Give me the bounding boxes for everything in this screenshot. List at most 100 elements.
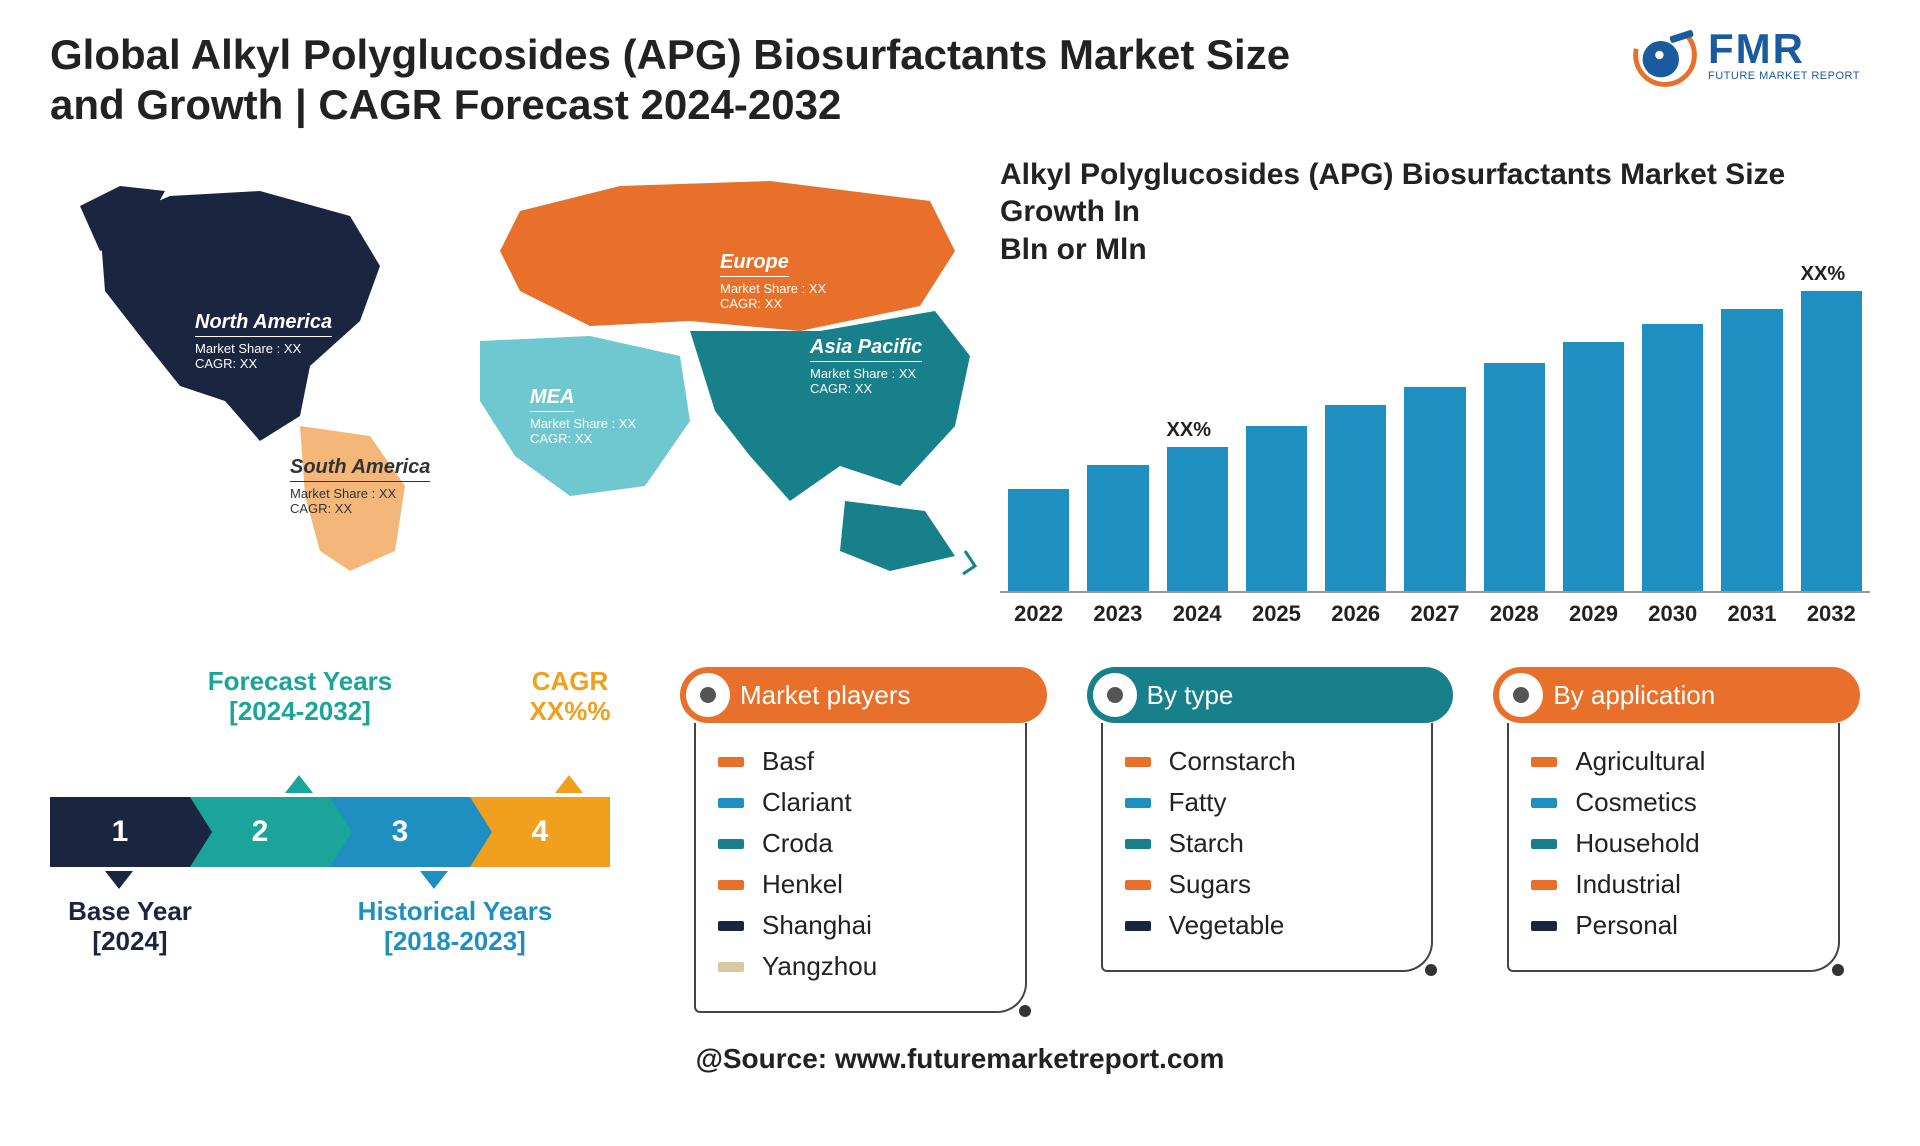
region-label-mea: MEAMarket Share : XXCAGR: XX <box>530 386 636 446</box>
segment-title-pill: Market players <box>680 667 1047 723</box>
segment-by-application: By application Agricultural Cosmetics House… <box>1473 667 1870 1013</box>
bar-2022 <box>1008 489 1069 591</box>
list-item: Croda <box>718 823 1015 864</box>
segment-title-pill: By application <box>1493 667 1860 723</box>
triangle-down-icon <box>420 871 448 889</box>
color-swatch <box>1531 798 1557 808</box>
color-swatch <box>718 921 744 931</box>
bar-2031 <box>1721 309 1782 591</box>
list-item: Personal <box>1531 905 1828 946</box>
color-swatch <box>1125 798 1151 808</box>
list-item-label: Sugars <box>1169 869 1251 900</box>
list-item-label: Starch <box>1169 828 1244 859</box>
color-swatch <box>1531 839 1557 849</box>
list-item: Yangzhou <box>718 946 1015 987</box>
segment-title-pill: By type <box>1087 667 1454 723</box>
color-swatch <box>1125 757 1151 767</box>
segment-title: By application <box>1553 680 1715 711</box>
list-item-label: Croda <box>762 828 833 859</box>
color-swatch <box>718 839 744 849</box>
world-map: North AmericaMarket Share : XXCAGR: XX So… <box>50 156 980 576</box>
segment-title: Market players <box>740 680 911 711</box>
color-swatch <box>1531 757 1557 767</box>
segment-body: Basf Clariant Croda Henkel Shanghai Yangzhou <box>694 723 1027 1013</box>
bar-2025 <box>1246 426 1307 591</box>
list-item: Basf <box>718 741 1015 782</box>
bar-2023 <box>1087 465 1148 591</box>
triangle-down-icon <box>105 871 133 889</box>
list-item: Clariant <box>718 782 1015 823</box>
triangle-up-icon <box>285 775 313 793</box>
list-item-label: Basf <box>762 746 814 777</box>
x-axis-label: 2032 <box>1801 601 1862 627</box>
page-title: Global Alkyl Polyglucosides (APG) Biosur… <box>50 30 1350 131</box>
base-year-label: Base Year [2024] <box>50 897 210 957</box>
list-item: Henkel <box>718 864 1015 905</box>
bar-2024: XX% <box>1167 447 1228 591</box>
list-item: Household <box>1531 823 1828 864</box>
list-item-label: Yangzhou <box>762 951 877 982</box>
x-axis-label: 2024 <box>1167 601 1228 627</box>
region-label-ap: Asia PacificMarket Share : XXCAGR: XX <box>810 336 922 396</box>
list-item: Fatty <box>1125 782 1422 823</box>
timeline-strip: 1 2 3 4 <box>50 797 610 867</box>
color-swatch <box>1531 880 1557 890</box>
bar-annotation: XX% <box>1801 263 1845 286</box>
segment-market-players: Market players Basf Clariant Croda Henkel Sha… <box>660 667 1057 1013</box>
list-item: Cosmetics <box>1531 782 1828 823</box>
list-item-label: Clariant <box>762 787 852 818</box>
list-item-label: Household <box>1575 828 1699 859</box>
list-item: Starch <box>1125 823 1422 864</box>
list-item-label: Personal <box>1575 910 1678 941</box>
list-item-label: Cosmetics <box>1575 787 1696 818</box>
logo: FMR FUTURE MARKET REPORT <box>1630 20 1860 90</box>
list-item-label: Shanghai <box>762 910 872 941</box>
color-swatch <box>1125 880 1151 890</box>
logo-tagline: FUTURE MARKET REPORT <box>1708 70 1860 82</box>
list-item-label: Agricultural <box>1575 746 1705 777</box>
list-item: Agricultural <box>1531 741 1828 782</box>
region-label-sa: South AmericaMarket Share : XXCAGR: XX <box>290 456 430 516</box>
x-axis-label: 2027 <box>1404 601 1465 627</box>
segment-body: Agricultural Cosmetics Household Industrial… <box>1507 723 1840 972</box>
list-item-label: Vegetable <box>1169 910 1285 941</box>
list-item: Industrial <box>1531 864 1828 905</box>
circle-icon <box>1093 673 1137 717</box>
region-label-na: North AmericaMarket Share : XXCAGR: XX <box>195 311 332 371</box>
x-axis-label: 2030 <box>1642 601 1703 627</box>
bar-2030 <box>1642 324 1703 591</box>
color-swatch <box>718 880 744 890</box>
segment-body: Cornstarch Fatty Starch Sugars Vegetable <box>1101 723 1434 972</box>
bar-2029 <box>1563 342 1624 591</box>
color-swatch <box>1531 921 1557 931</box>
timeline: Forecast Years [2024-2032] CAGR XX%% 1 2… <box>50 667 650 1013</box>
timeline-seg-1: 1 <box>50 797 190 867</box>
bar-2028 <box>1484 363 1545 591</box>
x-axis-label: 2025 <box>1246 601 1307 627</box>
circle-icon <box>1499 673 1543 717</box>
color-swatch <box>718 757 744 767</box>
list-item-label: Cornstarch <box>1169 746 1296 777</box>
historical-years-label: Historical Years [2018-2023] <box>340 897 570 957</box>
forecast-years-label: Forecast Years [2024-2032] <box>200 667 400 727</box>
bar-2026 <box>1325 405 1386 591</box>
logo-icon <box>1630 20 1700 90</box>
color-swatch <box>1125 839 1151 849</box>
x-axis-label: 2022 <box>1008 601 1069 627</box>
color-swatch <box>718 962 744 972</box>
segment-by-type: By type Cornstarch Fatty Starch Sugars Vegeta… <box>1067 667 1464 1013</box>
x-axis-label: 2031 <box>1721 601 1782 627</box>
cagr-label: CAGR XX%% <box>510 667 630 727</box>
bar-annotation: XX% <box>1167 419 1211 442</box>
x-axis-label: 2029 <box>1563 601 1624 627</box>
chart-title: Alkyl Polyglucosides (APG) Biosurfactant… <box>1000 156 1870 269</box>
bar-2027 <box>1404 387 1465 591</box>
x-axis-label: 2028 <box>1484 601 1545 627</box>
segment-title: By type <box>1147 680 1234 711</box>
source-attribution: @Source: www.futuremarketreport.com <box>50 1043 1870 1075</box>
bar-2032: XX% <box>1801 291 1862 591</box>
list-item: Cornstarch <box>1125 741 1422 782</box>
list-item: Sugars <box>1125 864 1422 905</box>
list-item-label: Henkel <box>762 869 843 900</box>
x-axis-label: 2023 <box>1087 601 1148 627</box>
